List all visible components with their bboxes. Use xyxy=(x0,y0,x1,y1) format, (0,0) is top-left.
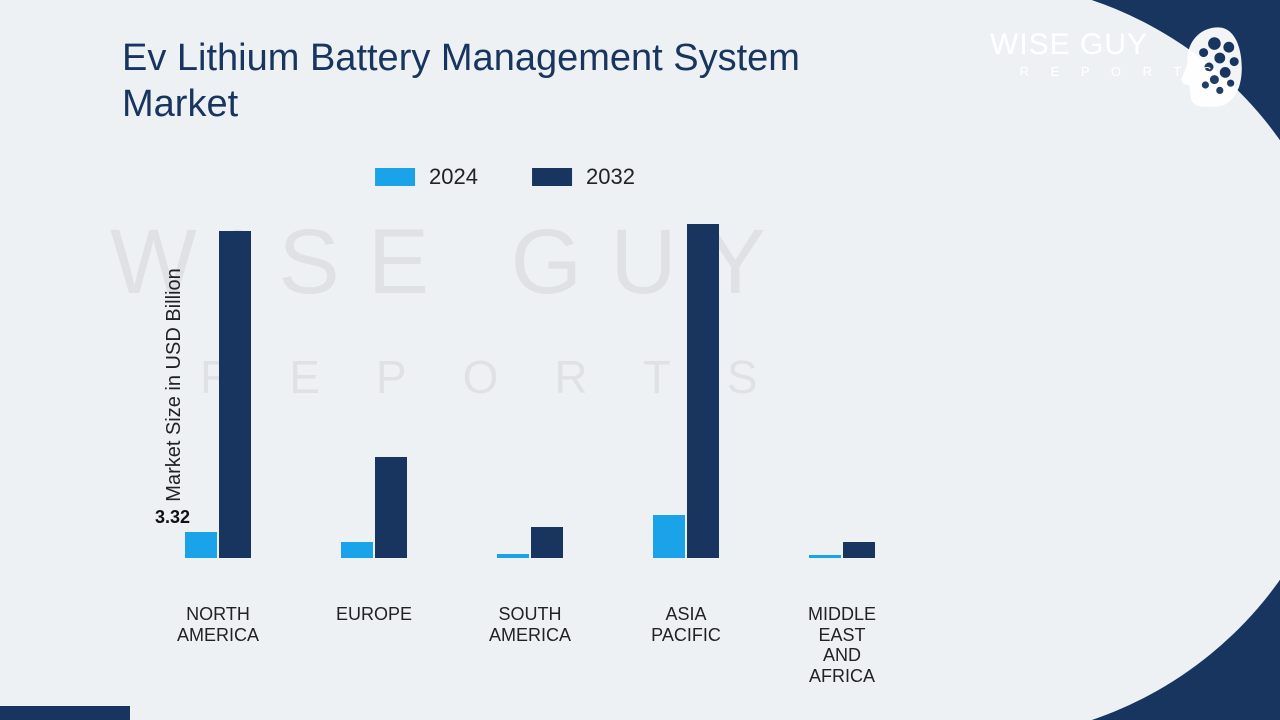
category-label: NORTHAMERICA xyxy=(143,604,293,645)
legend-swatch xyxy=(532,168,572,186)
bar xyxy=(809,555,841,558)
category-label: ASIAPACIFIC xyxy=(611,604,761,645)
bar xyxy=(341,542,373,558)
legend-label: 2024 xyxy=(429,164,478,190)
bar xyxy=(653,515,685,558)
brand-logo: WISE GUY R E P O R T S xyxy=(990,28,1250,79)
value-label: 3.32 xyxy=(155,507,190,528)
bar xyxy=(185,532,217,558)
category-label: SOUTHAMERICA xyxy=(455,604,605,645)
legend-label: 2032 xyxy=(586,164,635,190)
bar xyxy=(219,231,251,558)
category-label: EUROPE xyxy=(299,604,449,625)
canvas: WISE GUY R E P O R T S Ev Lithium Batter… xyxy=(0,0,1280,720)
brand-subtitle: R E P O R T S xyxy=(990,64,1250,79)
bar xyxy=(531,527,563,558)
bar xyxy=(843,542,875,558)
chart-legend: 2024 2032 xyxy=(375,164,635,190)
page-title: Ev Lithium Battery Management System Mar… xyxy=(122,36,882,127)
bar-chart: Market Size in USD Billion 2024 2032 3.3… xyxy=(90,170,920,600)
legend-swatch xyxy=(375,168,415,186)
bottom-accent-bar xyxy=(0,706,130,720)
plot-area: 3.32 xyxy=(140,208,920,558)
category-label: MIDDLEEASTANDAFRICA xyxy=(767,604,917,687)
bar xyxy=(687,224,719,558)
bar xyxy=(375,457,407,558)
bar xyxy=(497,554,529,558)
x-axis-labels: NORTHAMERICA EUROPE SOUTHAMERICAASIAPACIFI… xyxy=(140,600,920,688)
legend-item: 2032 xyxy=(532,164,635,190)
brand-name: WISE GUY xyxy=(990,28,1250,62)
legend-item: 2024 xyxy=(375,164,478,190)
